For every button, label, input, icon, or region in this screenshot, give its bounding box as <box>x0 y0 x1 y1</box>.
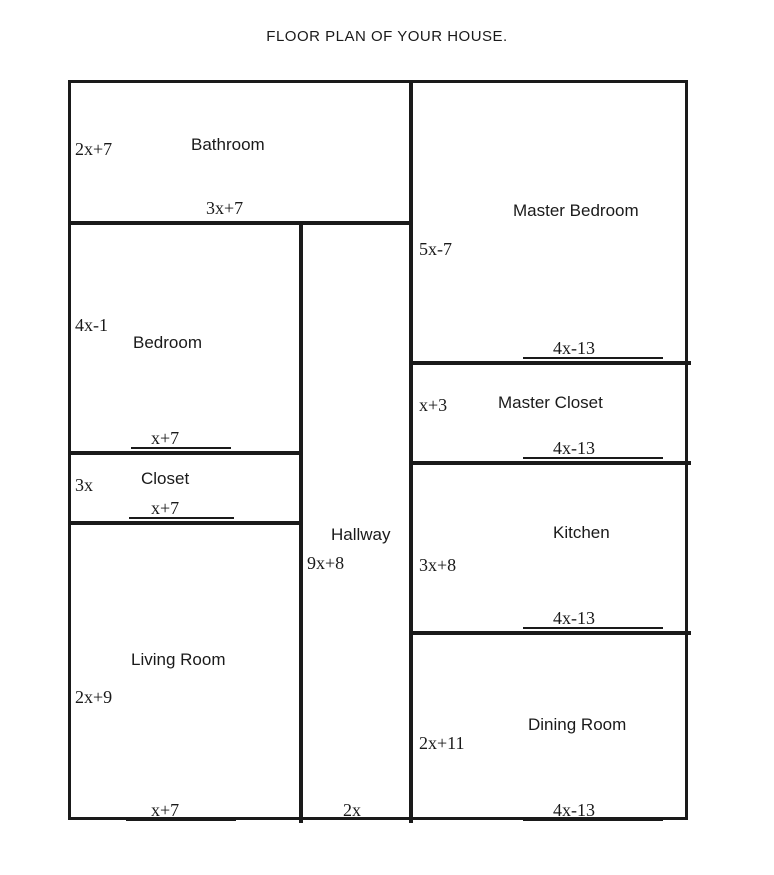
room-bathroom: 2x+7 Bathroom 3x+7 <box>71 83 411 223</box>
room-bedroom: 4x-1 Bedroom x+7 <box>71 223 301 453</box>
room-hallway: Hallway 9x+8 2x <box>301 223 411 823</box>
floor-plan: 2x+7 Bathroom 3x+7 Master Bedroom 5x-7 4… <box>68 80 688 820</box>
dim-dining-room-bottom: 4x-13 <box>553 800 595 821</box>
dim-hallway-bottom: 2x <box>343 800 361 821</box>
dim-bathroom-left: 2x+7 <box>75 139 112 160</box>
dim-master-bedroom-bottom: 4x-13 <box>553 338 595 359</box>
dim-closet-bottom: x+7 <box>151 498 179 519</box>
underline-master-bedroom <box>523 357 663 359</box>
room-living-room: Living Room 2x+9 x+7 <box>71 523 301 823</box>
label-hallway: Hallway <box>331 525 391 545</box>
underline-master-closet <box>523 457 663 459</box>
dim-bedroom-left: 4x-1 <box>75 315 108 336</box>
dim-bedroom-bottom: x+7 <box>151 428 179 449</box>
room-master-bedroom: Master Bedroom 5x-7 4x-13 <box>411 83 691 363</box>
underline-living-room <box>126 819 236 821</box>
page: FLOOR PLAN OF YOUR HOUSE. 2x+7 Bathroom … <box>0 0 774 875</box>
dim-closet-left: 3x <box>75 475 93 496</box>
underline-bedroom <box>131 447 231 449</box>
underline-dining-room <box>523 819 663 821</box>
room-closet: 3x Closet x+7 <box>71 453 301 523</box>
dim-master-closet-left: x+3 <box>419 395 447 416</box>
room-kitchen: Kitchen 3x+8 4x-13 <box>411 463 691 633</box>
dim-bathroom-bottom: 3x+7 <box>206 198 243 219</box>
dim-dining-room-left: 2x+11 <box>419 733 464 754</box>
underline-closet <box>129 517 234 519</box>
label-closet: Closet <box>141 469 189 489</box>
room-master-closet: x+3 Master Closet 4x-13 <box>411 363 691 463</box>
dim-living-room-bottom: x+7 <box>151 800 179 821</box>
dim-kitchen-bottom: 4x-13 <box>553 608 595 629</box>
label-bathroom: Bathroom <box>191 135 265 155</box>
label-bedroom: Bedroom <box>133 333 202 353</box>
label-master-closet: Master Closet <box>498 393 603 413</box>
dim-hallway-left: 9x+8 <box>307 553 344 574</box>
label-master-bedroom: Master Bedroom <box>513 201 639 221</box>
room-dining-room: Dining Room 2x+11 4x-13 <box>411 633 691 823</box>
page-title: FLOOR PLAN OF YOUR HOUSE. <box>0 28 774 45</box>
dim-living-room-left: 2x+9 <box>75 687 112 708</box>
underline-kitchen <box>523 627 663 629</box>
label-kitchen: Kitchen <box>553 523 610 543</box>
dim-kitchen-left: 3x+8 <box>419 555 456 576</box>
dim-master-bedroom-left: 5x-7 <box>419 239 452 260</box>
dim-master-closet-bottom: 4x-13 <box>553 438 595 459</box>
label-living-room: Living Room <box>131 650 226 670</box>
label-dining-room: Dining Room <box>528 715 626 735</box>
